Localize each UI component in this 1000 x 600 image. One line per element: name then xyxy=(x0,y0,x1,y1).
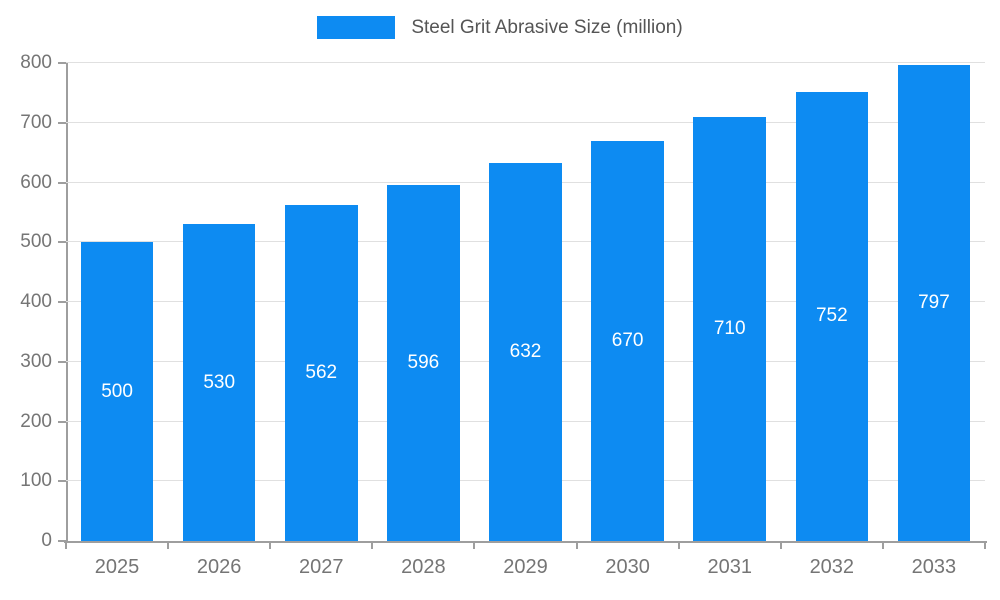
bar-value-label: 710 xyxy=(713,317,746,339)
bar: 710 xyxy=(693,116,766,541)
x-axis-tick xyxy=(371,541,374,549)
y-axis-tick xyxy=(58,121,66,124)
legend-label: Steel Grit Abrasive Size (million) xyxy=(411,16,683,38)
gridline xyxy=(66,62,985,63)
bar-slot: 596 xyxy=(372,63,474,541)
bar: 562 xyxy=(285,205,358,541)
bars-container: 500 530 562 596 632 670 710 752 797 xyxy=(66,63,985,541)
bar: 752 xyxy=(795,91,869,541)
y-tick-label: 0 xyxy=(41,530,52,551)
bar: 670 xyxy=(591,140,664,541)
bar-slot: 752 xyxy=(781,63,883,541)
x-axis-tick xyxy=(575,541,578,549)
bar-slot: 670 xyxy=(577,63,679,541)
y-tick-label: 200 xyxy=(20,410,52,432)
x-tick-label: 2032 xyxy=(809,556,855,578)
y-axis-tick xyxy=(58,62,66,64)
y-axis-tick xyxy=(58,540,66,542)
x-axis-tick xyxy=(65,541,67,549)
x-tick-label: 2028 xyxy=(401,556,446,578)
bar-slot: 710 xyxy=(679,63,781,541)
bar-value-label: 752 xyxy=(815,305,848,327)
y-tick-label: 700 xyxy=(20,111,52,133)
bar: 500 xyxy=(80,242,154,541)
bar-slot: 632 xyxy=(474,63,576,541)
x-tick-label: 2031 xyxy=(707,556,752,578)
bar-slot: 530 xyxy=(168,63,270,541)
x-tick-label: 2027 xyxy=(299,556,344,578)
y-axis-tick xyxy=(58,420,66,423)
x-tick-label: 2025 xyxy=(94,556,140,578)
x-axis-tick xyxy=(881,541,884,549)
bar-slot: 797 xyxy=(883,63,985,541)
x-axis-labels: 2025 2026 2027 2028 2029 2030 2031 2032 2033 xyxy=(66,556,985,579)
y-tick-label: 600 xyxy=(20,171,52,193)
y-axis-tick xyxy=(58,360,66,363)
x-axis-tick xyxy=(984,541,986,549)
bar-value-label: 670 xyxy=(611,329,644,351)
x-tick-label: 2030 xyxy=(605,556,650,578)
plot-area: 500 530 562 596 632 670 710 752 797 0 100 200 300 40… xyxy=(20,52,986,551)
x-tick-label: 2029 xyxy=(503,556,548,578)
bar-value-label: 500 xyxy=(101,380,133,402)
y-tick-label: 100 xyxy=(20,470,52,492)
x-axis-tick xyxy=(677,541,680,549)
chart-legend: Steel Grit Abrasive Size (million) xyxy=(0,16,1000,39)
bar-slot: 500 xyxy=(66,63,168,541)
gridline xyxy=(66,121,985,123)
x-axis-tick xyxy=(167,541,170,549)
x-axis-tick xyxy=(779,541,782,549)
bar: 797 xyxy=(897,64,971,541)
y-axis-line xyxy=(66,63,68,543)
y-axis-tick xyxy=(58,480,66,483)
bar-value-label: 530 xyxy=(203,371,236,393)
y-axis-tick xyxy=(58,301,66,303)
y-tick-label: 800 xyxy=(20,52,52,73)
y-axis-tick xyxy=(58,181,66,184)
bar-value-label: 562 xyxy=(305,362,338,384)
x-tick-label: 2033 xyxy=(911,556,957,578)
x-axis-line xyxy=(64,541,987,543)
bar-value-label: 632 xyxy=(509,341,542,363)
y-tick-label: 400 xyxy=(20,291,52,312)
bar: 596 xyxy=(387,184,460,541)
bar-value-label: 797 xyxy=(918,291,950,313)
bar-value-label: 596 xyxy=(407,351,440,373)
x-tick-label: 2026 xyxy=(196,556,242,578)
x-axis-tick xyxy=(473,541,476,549)
y-tick-label: 500 xyxy=(20,231,52,253)
y-tick-label: 300 xyxy=(20,350,52,372)
bar: 632 xyxy=(489,163,562,541)
bar: 530 xyxy=(182,224,256,541)
legend-swatch xyxy=(317,16,396,39)
y-axis-tick xyxy=(58,241,66,244)
bar-slot: 562 xyxy=(270,63,372,541)
x-axis-tick xyxy=(269,541,272,549)
